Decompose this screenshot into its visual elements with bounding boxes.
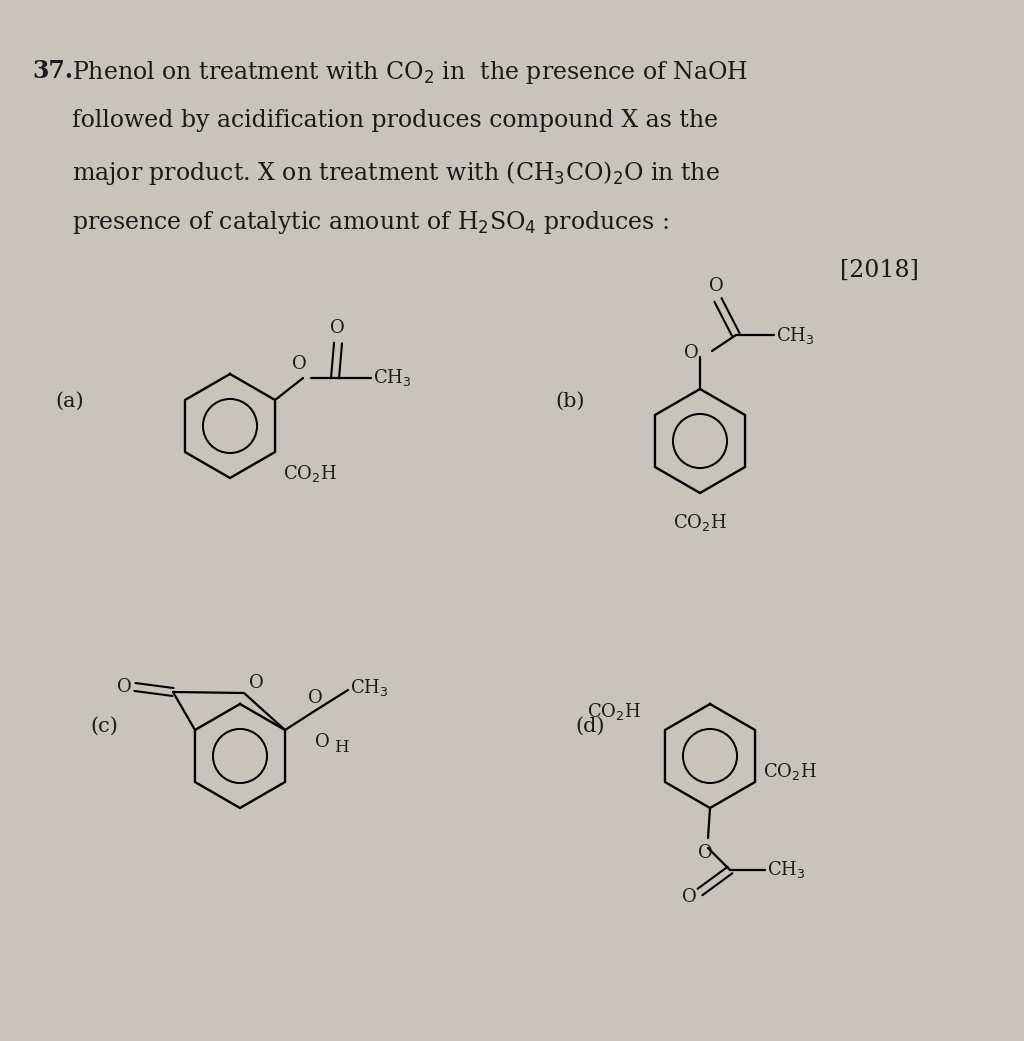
Text: CH$_3$: CH$_3$ bbox=[373, 367, 412, 388]
Text: CO$_2$H: CO$_2$H bbox=[763, 762, 817, 783]
Text: Phenol on treatment with CO$_2$ in  the presence of NaOH: Phenol on treatment with CO$_2$ in the p… bbox=[72, 59, 749, 86]
Text: O: O bbox=[697, 844, 713, 862]
Text: (a): (a) bbox=[55, 391, 84, 410]
Text: O: O bbox=[709, 277, 723, 295]
Text: (c): (c) bbox=[90, 716, 118, 736]
Text: (d): (d) bbox=[575, 716, 604, 736]
Text: O: O bbox=[292, 355, 306, 373]
Text: CO$_2$H: CO$_2$H bbox=[673, 512, 727, 533]
Text: CO$_2$H: CO$_2$H bbox=[587, 702, 641, 722]
Text: O: O bbox=[307, 689, 323, 707]
Text: presence of catalytic amount of H$_2$SO$_4$ produces :: presence of catalytic amount of H$_2$SO$… bbox=[72, 209, 669, 236]
Text: major product. X on treatment with (CH$_3$CO)$_2$O in the: major product. X on treatment with (CH$_… bbox=[72, 159, 720, 187]
Text: followed by acidification produces compound X as the: followed by acidification produces compo… bbox=[72, 109, 718, 132]
Text: O: O bbox=[249, 674, 264, 692]
Text: CH$_3$: CH$_3$ bbox=[350, 677, 389, 697]
Text: O: O bbox=[117, 678, 132, 696]
Text: CO$_2$H: CO$_2$H bbox=[283, 463, 337, 484]
Text: O: O bbox=[682, 888, 696, 906]
Text: H: H bbox=[334, 738, 348, 756]
Text: 37.: 37. bbox=[32, 59, 73, 83]
Text: O: O bbox=[315, 733, 330, 751]
Text: (b): (b) bbox=[555, 391, 585, 410]
Text: CH$_3$: CH$_3$ bbox=[776, 325, 815, 346]
Text: O: O bbox=[684, 344, 698, 362]
Text: O: O bbox=[330, 319, 344, 337]
Text: CH$_3$: CH$_3$ bbox=[767, 860, 806, 881]
Text: [2018]: [2018] bbox=[840, 259, 919, 282]
